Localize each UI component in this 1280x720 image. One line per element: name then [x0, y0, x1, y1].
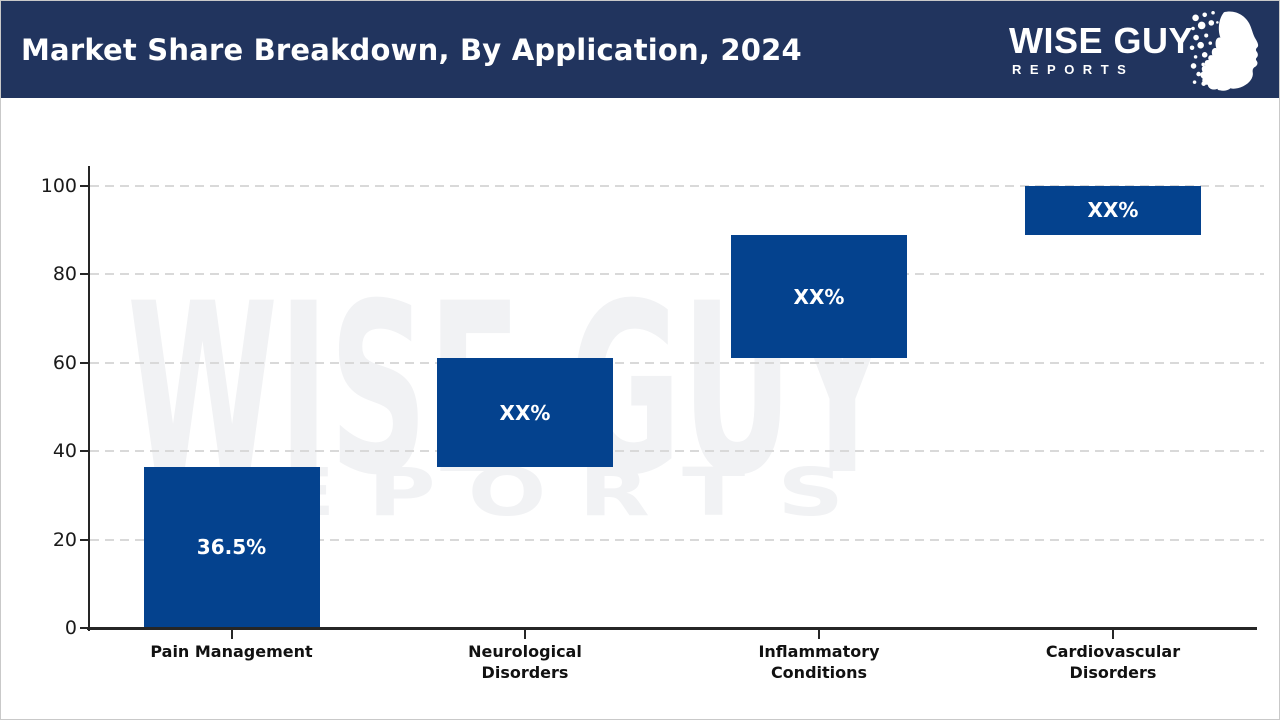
y-tick-20 [80, 538, 89, 541]
x-category-label-line: Conditions [770, 663, 868, 682]
x-axis-line [87, 627, 1257, 630]
wiseguy-logo: WISE GUY REPORTS [1009, 7, 1265, 93]
bar-0 [143, 466, 320, 628]
x-category-label-2: Inflammatory Conditions [704, 641, 934, 683]
gridline-80 [90, 273, 1264, 276]
y-tick-label-40: 40 [52, 440, 77, 463]
bar-1 [437, 358, 613, 467]
plot-region: 0 20 40 60 80 100 36.5% Pain Management XX% Neuro… [1, 98, 1279, 719]
header: Market Share Breakdown, By Application, … [1, 1, 1279, 98]
x-category-label-0: Pain Management [117, 641, 347, 662]
bar-value-label-0: 36.5% [196, 535, 267, 560]
y-axis-line [88, 166, 90, 631]
y-tick-60 [80, 361, 89, 364]
logo-wordmark: WISE GUY [1008, 19, 1193, 61]
x-tick-0 [230, 630, 233, 639]
x-category-label-line: Pain Management [150, 642, 313, 661]
gridline-60 [90, 361, 1264, 364]
bar-2 [731, 234, 907, 359]
x-tick-3 [1112, 630, 1114, 639]
y-tick-label-80: 80 [52, 263, 77, 286]
gridline-20 [90, 538, 1264, 541]
x-category-label-3: Cardiovascular Disorders [998, 641, 1228, 683]
x-category-label-line: Disorders [481, 663, 569, 682]
wiseguy-face-logo-icon [1189, 7, 1265, 93]
y-tick-80 [80, 273, 89, 276]
chart-area: WISE GUY R E P O R T S 0 20 40 60 80 100 36.5%… [1, 98, 1279, 719]
y-tick-label-100: 100 [40, 175, 77, 197]
gridline-40 [90, 450, 1264, 453]
y-tick-label-20: 20 [52, 528, 77, 551]
x-category-label-1: Neurological Disorders [410, 641, 640, 683]
x-category-label-line: Neurological [468, 642, 582, 661]
x-category-label-line: Disorders [1069, 663, 1157, 682]
x-category-label-line: Cardiovascular [1045, 642, 1181, 661]
x-category-label-line: Inflammatory [758, 642, 880, 661]
x-tick-1 [524, 630, 526, 639]
bar-value-label-3: XX% [1087, 198, 1139, 223]
gridline-100 [90, 185, 1264, 187]
page-title: Market Share Breakdown, By Application, … [21, 32, 802, 67]
bar-value-label-2: XX% [793, 284, 845, 309]
bar-3 [1025, 186, 1201, 235]
x-tick-2 [818, 630, 820, 639]
y-tick-label-60: 60 [52, 351, 77, 374]
y-tick-label-0: 0 [64, 617, 77, 639]
y-tick-0 [80, 627, 89, 629]
y-tick-40 [80, 450, 89, 453]
y-tick-100 [80, 185, 89, 187]
logo-text: WISE GUY REPORTS [1008, 19, 1193, 77]
bar-value-label-1: XX% [499, 400, 551, 425]
logo-subtitle: REPORTS [1011, 61, 1135, 77]
